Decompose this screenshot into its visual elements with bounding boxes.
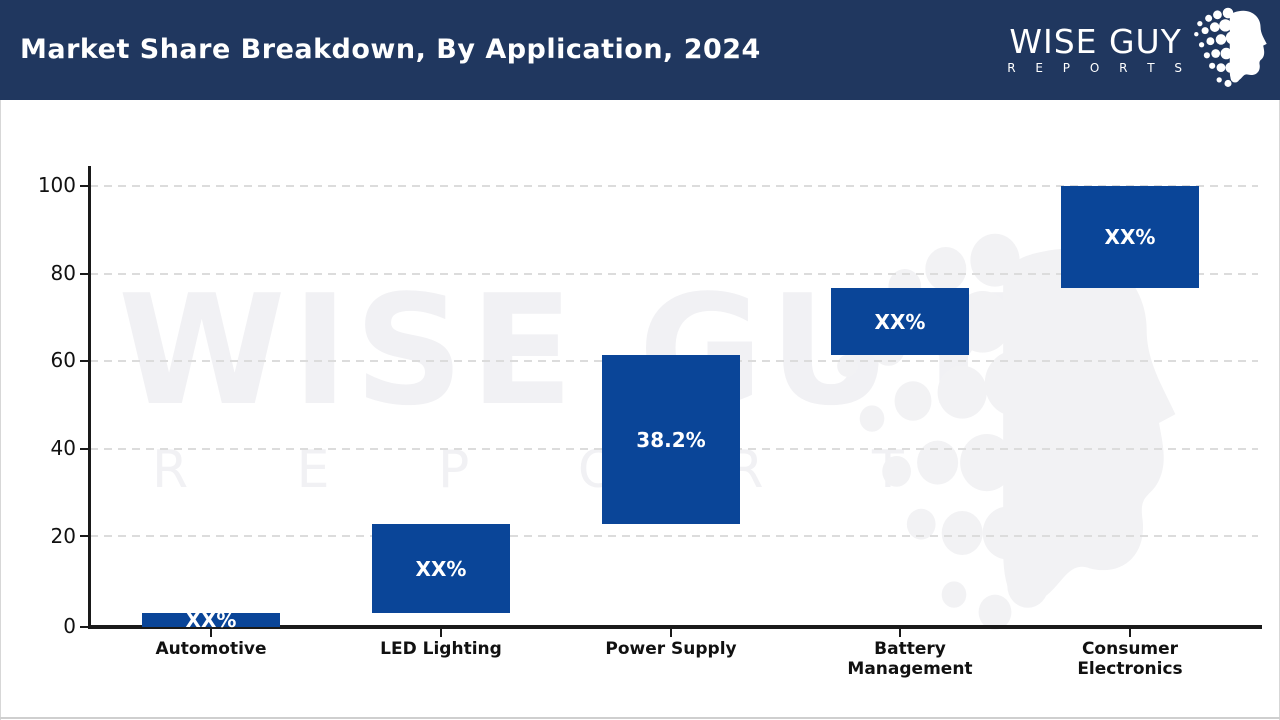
y-tick-label-40: 40 xyxy=(50,436,76,460)
bar-value-label: XX% xyxy=(874,309,926,334)
y-tick-100 xyxy=(80,185,88,187)
wiseguy-logo: WISE GUY R E P O R T S xyxy=(1001,4,1272,96)
wiseguy-logo-text: WISE GUY R E P O R T S xyxy=(1001,21,1190,76)
gridline-100 xyxy=(90,185,1258,187)
y-tick-80 xyxy=(80,272,88,275)
x-tick-label-consumer-electronics: Consumer Electronics xyxy=(1077,639,1183,680)
x-tick-battery-management xyxy=(899,629,901,637)
bar-value-label: XX% xyxy=(185,608,237,632)
bar-battery-management: XX% xyxy=(831,288,969,355)
y-tick-20 xyxy=(80,535,88,537)
x-tick-label-led-lighting: LED Lighting xyxy=(380,639,502,659)
y-tick-label-80: 80 xyxy=(50,261,76,285)
header-bar: Market Share Breakdown, By Application, … xyxy=(0,0,1280,100)
y-tick-label-60: 60 xyxy=(50,348,76,372)
bar-power-supply: 38.2% xyxy=(602,355,740,524)
bar-consumer-electronics: XX% xyxy=(1061,186,1199,288)
page-title: Market Share Breakdown, By Application, … xyxy=(20,34,761,65)
y-tick-40 xyxy=(80,447,88,450)
x-tick-label-battery-management: Battery Management xyxy=(847,639,973,680)
y-tick-label-100: 100 xyxy=(37,173,76,197)
bar-value-label: 38.2% xyxy=(636,427,706,452)
x-tick-led-lighting xyxy=(440,629,442,637)
x-tick-automotive xyxy=(210,629,212,637)
y-tick-0 xyxy=(80,626,88,628)
y-tick-60 xyxy=(80,360,88,362)
y-tick-label-0: 0 xyxy=(63,614,76,638)
logo-wiseguy-label: WISE GUY xyxy=(1009,21,1182,61)
bar-automotive: XX% xyxy=(142,608,280,632)
bar-led-lighting: XX% xyxy=(372,524,510,613)
logo-reports-label: R E P O R T S xyxy=(1007,61,1190,76)
bar-value-label: XX% xyxy=(415,556,467,581)
x-tick-label-automotive: Automotive xyxy=(155,639,267,659)
gridline-80 xyxy=(90,272,1258,275)
x-axis-line xyxy=(88,625,1262,629)
frame-border-left xyxy=(0,100,1,720)
x-tick-power-supply xyxy=(670,629,672,637)
x-tick-label-power-supply: Power Supply xyxy=(605,639,737,659)
y-tick-label-20: 20 xyxy=(50,524,76,548)
bar-value-label: XX% xyxy=(1104,225,1156,249)
gridline-20 xyxy=(90,535,1258,537)
frame-border-bottom xyxy=(0,717,1280,719)
x-tick-consumer-electronics xyxy=(1129,629,1131,637)
y-axis-line xyxy=(88,166,91,628)
wiseguy-head-logo-icon xyxy=(1194,7,1267,87)
